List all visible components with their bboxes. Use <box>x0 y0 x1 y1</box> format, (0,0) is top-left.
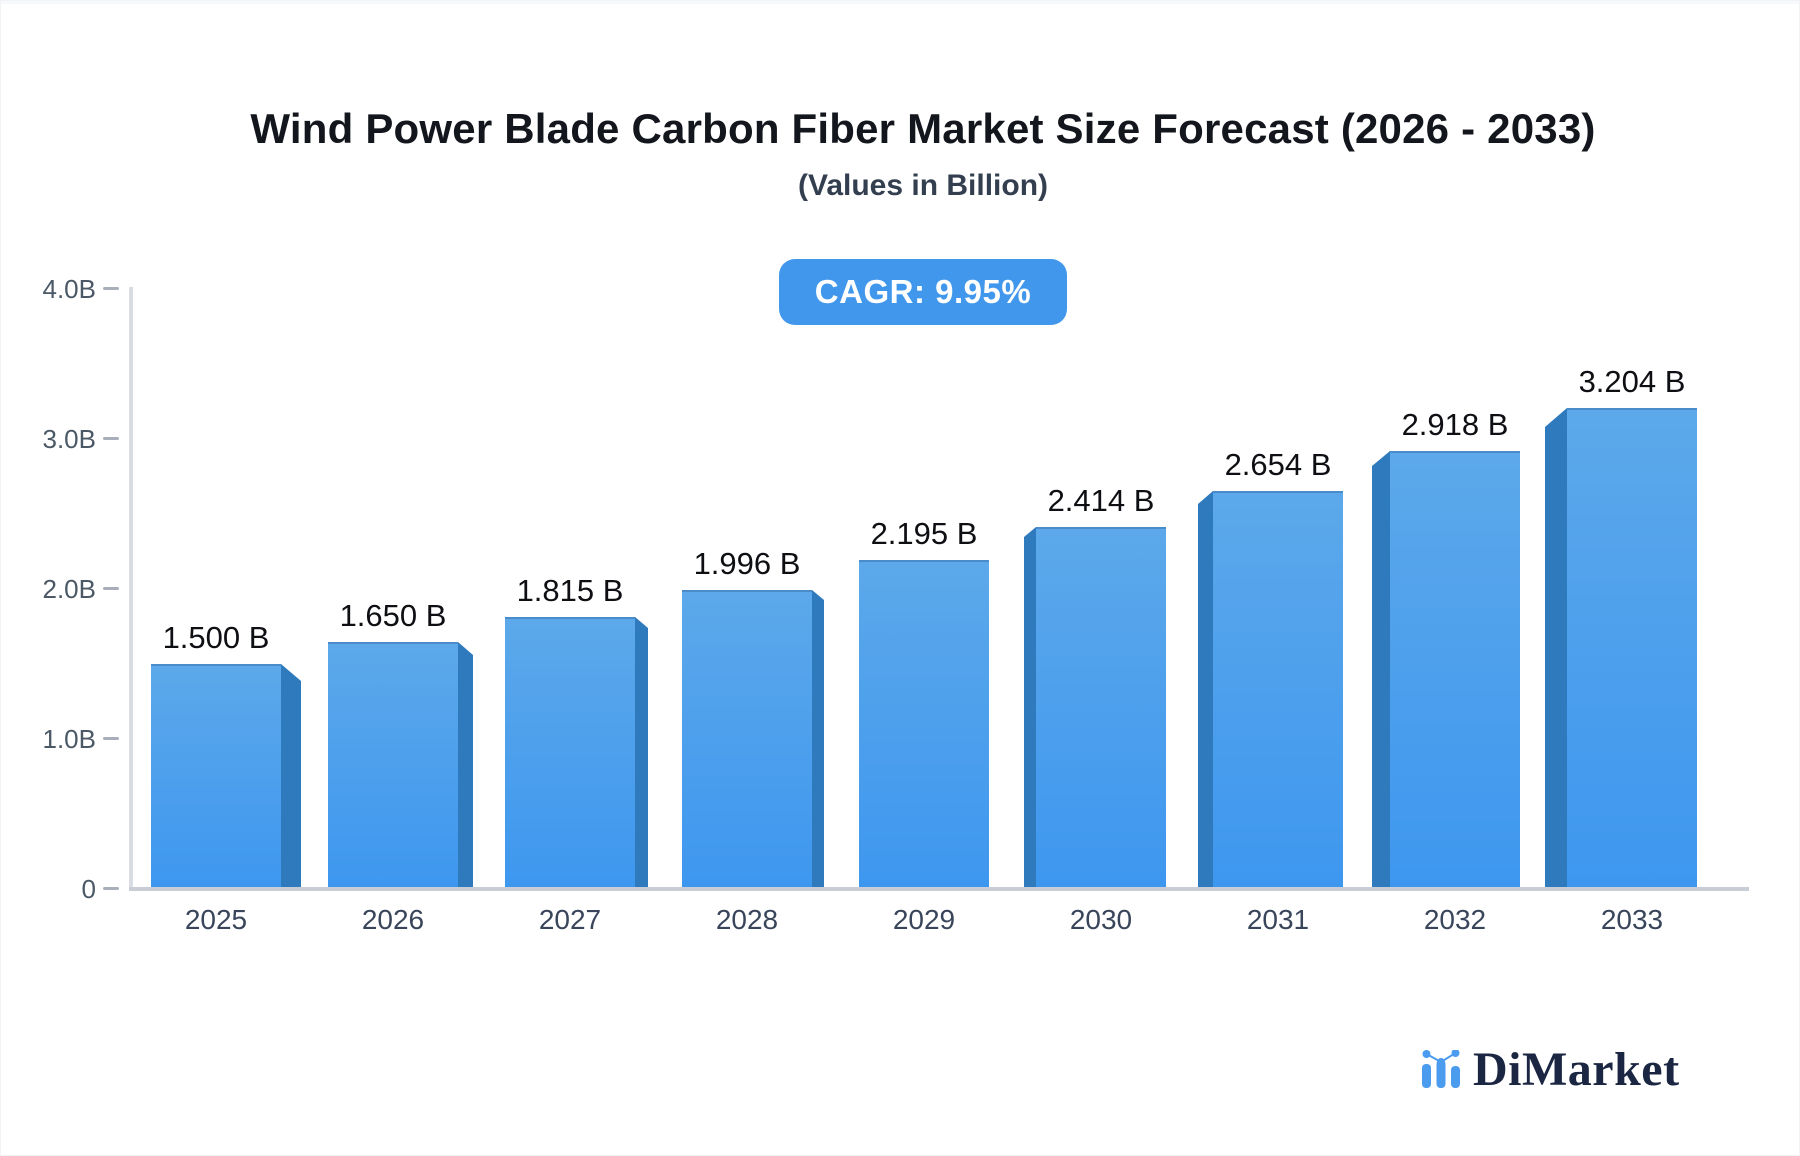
bar-2027 <box>505 617 635 888</box>
y-axis-tick-label: 2.0B <box>42 574 97 604</box>
y-axis-tick-label: 1.0B <box>42 724 97 754</box>
x-axis-baseline <box>129 887 1749 891</box>
page-title: Wind Power Blade Carbon Fiber Market Siz… <box>250 105 1596 152</box>
bar-value-label: 2.918 B <box>1401 407 1509 442</box>
bar-2028-side-3d <box>812 590 824 888</box>
bar-2025-side-3d <box>281 664 301 888</box>
bar-value-label: 1.815 B <box>516 573 624 608</box>
mini-bar-chart-trend-icon <box>1422 1050 1460 1088</box>
x-axis-label-2031: 2031 <box>1246 904 1310 935</box>
chart-subtitle: (Values in Billion) <box>797 169 1049 202</box>
bar-2030 <box>1036 527 1166 888</box>
x-axis-label-2030: 2030 <box>1069 904 1133 935</box>
x-axis-label-2033: 2033 <box>1600 904 1664 935</box>
bar-2029 <box>859 560 989 888</box>
dimarket-logo: DiMarket <box>1421 1041 1680 1097</box>
bar-2032-side-3d <box>1372 451 1390 888</box>
y-axis-line <box>129 287 133 889</box>
bar-value-label: 2.414 B <box>1047 483 1155 518</box>
bar-2033-side-3d <box>1545 408 1567 888</box>
bar-2032 <box>1390 451 1520 888</box>
y-axis-tick-label: 3.0B <box>42 424 97 454</box>
bar-2026-side-3d <box>458 642 473 888</box>
bar-2026 <box>328 642 458 888</box>
y-axis-tick-label: 4.0B <box>42 274 97 304</box>
y-axis-tick-mark <box>103 887 119 890</box>
bar-value-label: 1.500 B <box>162 620 270 655</box>
x-axis-label-2026: 2026 <box>361 904 425 935</box>
bar-2025 <box>151 664 281 888</box>
bar-value-label: 1.996 B <box>693 546 801 581</box>
x-axis-label-2025: 2025 <box>184 904 248 935</box>
x-axis-label-2028: 2028 <box>715 904 779 935</box>
bar-value-label: 3.204 B <box>1578 364 1686 399</box>
y-axis-tick-label: 0 <box>81 874 96 904</box>
bar-2031-side-3d <box>1198 491 1213 888</box>
y-axis-tick-mark <box>103 287 119 290</box>
cagr-badge-row: CAGR: 9.95% <box>47 259 1799 325</box>
x-axis-label-2029: 2029 <box>892 904 956 935</box>
logo-text: DiMarket <box>1473 1042 1680 1096</box>
bar-2033 <box>1567 408 1697 888</box>
bar-2030-side-3d <box>1024 527 1036 888</box>
bar-2028 <box>682 590 812 888</box>
x-axis-label-2032: 2032 <box>1423 904 1487 935</box>
y-axis-tick-mark <box>103 737 119 740</box>
x-axis-label-2027: 2027 <box>538 904 602 935</box>
bar-value-label: 2.195 B <box>870 516 978 551</box>
cagr-badge: CAGR: 9.95% <box>778 259 1068 325</box>
bar-2027-side-3d <box>635 617 648 888</box>
bar-value-label: 1.650 B <box>339 598 447 633</box>
bar-2031 <box>1213 491 1343 888</box>
y-axis-tick-mark <box>103 437 119 440</box>
bar-value-label: 2.654 B <box>1224 447 1332 482</box>
y-axis-tick-mark <box>103 587 119 590</box>
